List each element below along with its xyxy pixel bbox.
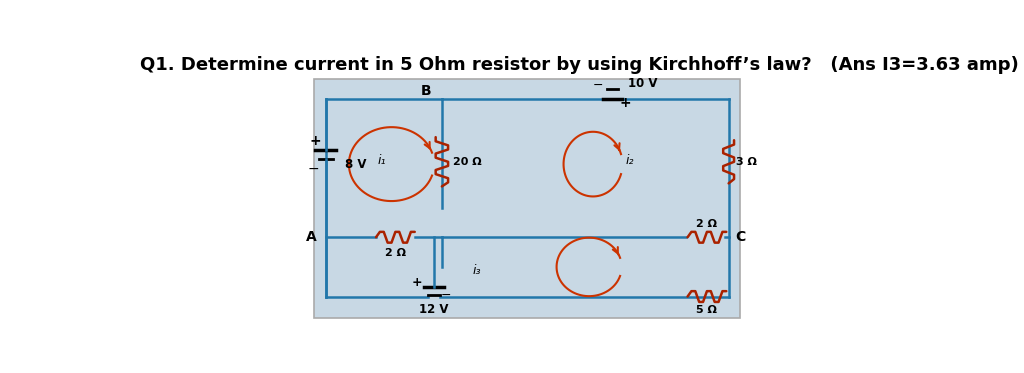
- Text: +: +: [309, 134, 322, 148]
- Text: −: −: [307, 162, 319, 176]
- Text: 20 Ω: 20 Ω: [453, 157, 481, 167]
- Text: i₃: i₃: [472, 264, 481, 277]
- Text: Q1. Determine current in 5 Ohm resistor by using Kirchhoff’s law?   (Ans I3=3.63: Q1. Determine current in 5 Ohm resistor …: [139, 56, 1019, 74]
- Text: 8 V: 8 V: [345, 158, 367, 170]
- Text: +: +: [620, 96, 632, 110]
- Text: A: A: [306, 230, 317, 244]
- Text: −: −: [440, 288, 451, 301]
- Bar: [314, 79, 740, 318]
- Text: 2 Ω: 2 Ω: [696, 219, 718, 229]
- Text: 5 Ω: 5 Ω: [696, 305, 718, 316]
- Text: 10 V: 10 V: [628, 77, 657, 90]
- Text: i₁: i₁: [377, 154, 386, 167]
- Text: 3 Ω: 3 Ω: [736, 157, 758, 167]
- Text: 12 V: 12 V: [420, 303, 449, 316]
- Text: C: C: [735, 230, 745, 244]
- Text: 2 Ω: 2 Ω: [385, 248, 406, 258]
- Text: i₂: i₂: [626, 154, 634, 167]
- Text: +: +: [412, 276, 422, 289]
- Text: B: B: [421, 84, 432, 98]
- Text: −: −: [593, 79, 604, 92]
